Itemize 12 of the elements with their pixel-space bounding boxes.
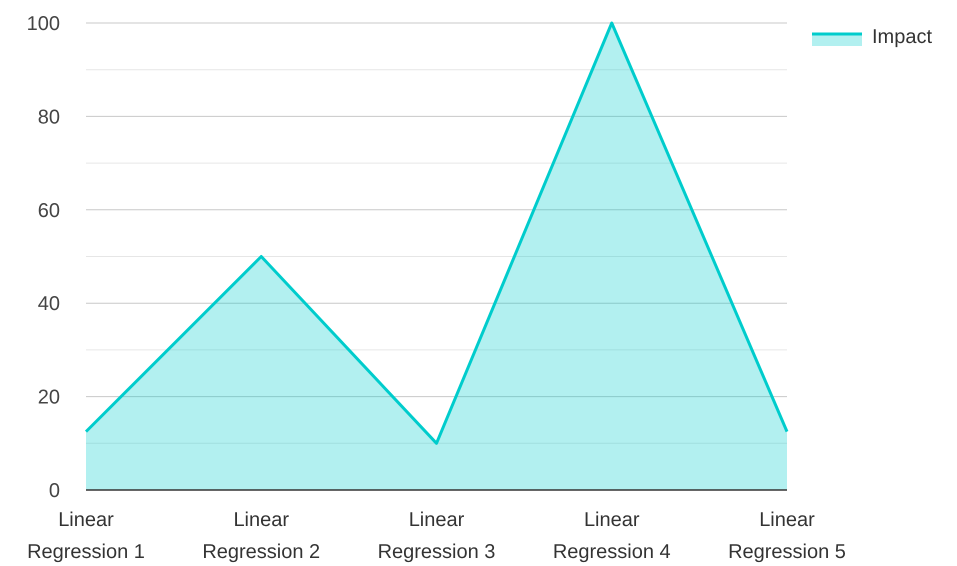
y-tick-label: 60 bbox=[38, 200, 60, 222]
y-tick-label: 40 bbox=[38, 293, 60, 316]
y-tick-label: 100 bbox=[26, 13, 60, 35]
legend-label: Impact bbox=[872, 26, 932, 48]
y-tick-label: 0 bbox=[48, 480, 60, 502]
y-tick-label: 20 bbox=[38, 386, 60, 409]
x-tick-label: Linear Regression 2 bbox=[202, 509, 320, 563]
x-tick-label: Linear Regression 5 bbox=[728, 509, 846, 563]
y-tick-label: 80 bbox=[38, 106, 60, 128]
x-tick-label: Linear Regression 4 bbox=[552, 509, 671, 563]
x-tick-label: Linear Regression 1 bbox=[27, 509, 145, 563]
x-tick-label: Linear Regression 3 bbox=[378, 509, 496, 563]
